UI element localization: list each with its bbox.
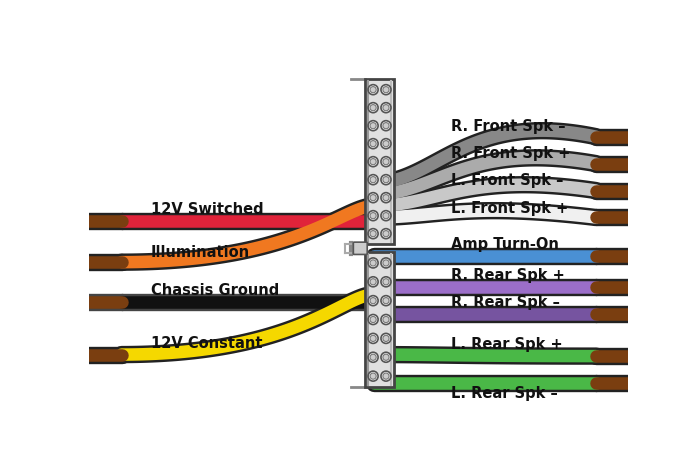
Circle shape: [370, 231, 376, 237]
Circle shape: [383, 260, 389, 266]
Text: R. Front Spk +: R. Front Spk +: [451, 146, 570, 161]
Circle shape: [383, 105, 389, 111]
Circle shape: [370, 177, 376, 183]
FancyBboxPatch shape: [365, 252, 394, 387]
Circle shape: [383, 123, 389, 129]
Circle shape: [381, 85, 391, 95]
Circle shape: [381, 175, 391, 185]
Circle shape: [370, 317, 376, 323]
Circle shape: [381, 103, 391, 113]
Circle shape: [368, 229, 378, 239]
Circle shape: [383, 213, 389, 219]
Circle shape: [381, 139, 391, 149]
Circle shape: [383, 335, 389, 341]
Circle shape: [368, 121, 378, 131]
Circle shape: [370, 194, 376, 201]
FancyBboxPatch shape: [354, 242, 368, 254]
Circle shape: [381, 277, 391, 287]
Circle shape: [381, 333, 391, 343]
Circle shape: [381, 193, 391, 203]
Circle shape: [368, 371, 378, 381]
Circle shape: [381, 371, 391, 381]
Circle shape: [370, 159, 376, 165]
Circle shape: [370, 298, 376, 304]
Circle shape: [368, 333, 378, 343]
Circle shape: [381, 211, 391, 221]
Circle shape: [383, 231, 389, 237]
Circle shape: [383, 86, 389, 93]
Circle shape: [370, 260, 376, 266]
Text: 12V Switched: 12V Switched: [150, 202, 263, 217]
Text: R. Front Spk –: R. Front Spk –: [451, 119, 566, 134]
Circle shape: [381, 258, 391, 268]
Circle shape: [368, 296, 378, 306]
Circle shape: [383, 298, 389, 304]
Text: R. Rear Spk +: R. Rear Spk +: [451, 268, 565, 283]
Circle shape: [370, 86, 376, 93]
Circle shape: [381, 352, 391, 362]
Circle shape: [383, 140, 389, 147]
Circle shape: [381, 157, 391, 166]
Circle shape: [370, 373, 376, 379]
Text: L. Rear Spk +: L. Rear Spk +: [451, 337, 563, 352]
Circle shape: [381, 314, 391, 325]
Circle shape: [370, 123, 376, 129]
Circle shape: [368, 139, 378, 149]
Circle shape: [368, 175, 378, 185]
Circle shape: [383, 177, 389, 183]
Circle shape: [383, 373, 389, 379]
Text: 12V Constant: 12V Constant: [150, 336, 262, 351]
Text: R. Rear Spk –: R. Rear Spk –: [451, 295, 560, 310]
Text: L. Front Spk –: L. Front Spk –: [451, 173, 564, 188]
Circle shape: [368, 193, 378, 203]
Circle shape: [383, 354, 389, 360]
Circle shape: [381, 296, 391, 306]
Text: L. Front Spk +: L. Front Spk +: [451, 201, 568, 216]
Circle shape: [370, 105, 376, 111]
Circle shape: [368, 314, 378, 325]
Circle shape: [368, 258, 378, 268]
Circle shape: [370, 335, 376, 341]
Circle shape: [383, 317, 389, 323]
Text: Illumination: Illumination: [150, 245, 250, 259]
Circle shape: [368, 211, 378, 221]
Circle shape: [370, 354, 376, 360]
Circle shape: [381, 229, 391, 239]
Circle shape: [383, 194, 389, 201]
Text: L. Rear Spk –: L. Rear Spk –: [451, 385, 558, 400]
Circle shape: [368, 157, 378, 166]
Circle shape: [368, 352, 378, 362]
Circle shape: [370, 213, 376, 219]
Circle shape: [368, 103, 378, 113]
Circle shape: [383, 159, 389, 165]
Text: Amp Turn-On: Amp Turn-On: [451, 237, 559, 252]
Circle shape: [383, 279, 389, 285]
Text: Chassis Ground: Chassis Ground: [150, 283, 279, 298]
FancyBboxPatch shape: [365, 79, 394, 245]
Circle shape: [381, 121, 391, 131]
Circle shape: [368, 277, 378, 287]
Circle shape: [370, 140, 376, 147]
Circle shape: [368, 85, 378, 95]
Circle shape: [370, 279, 376, 285]
